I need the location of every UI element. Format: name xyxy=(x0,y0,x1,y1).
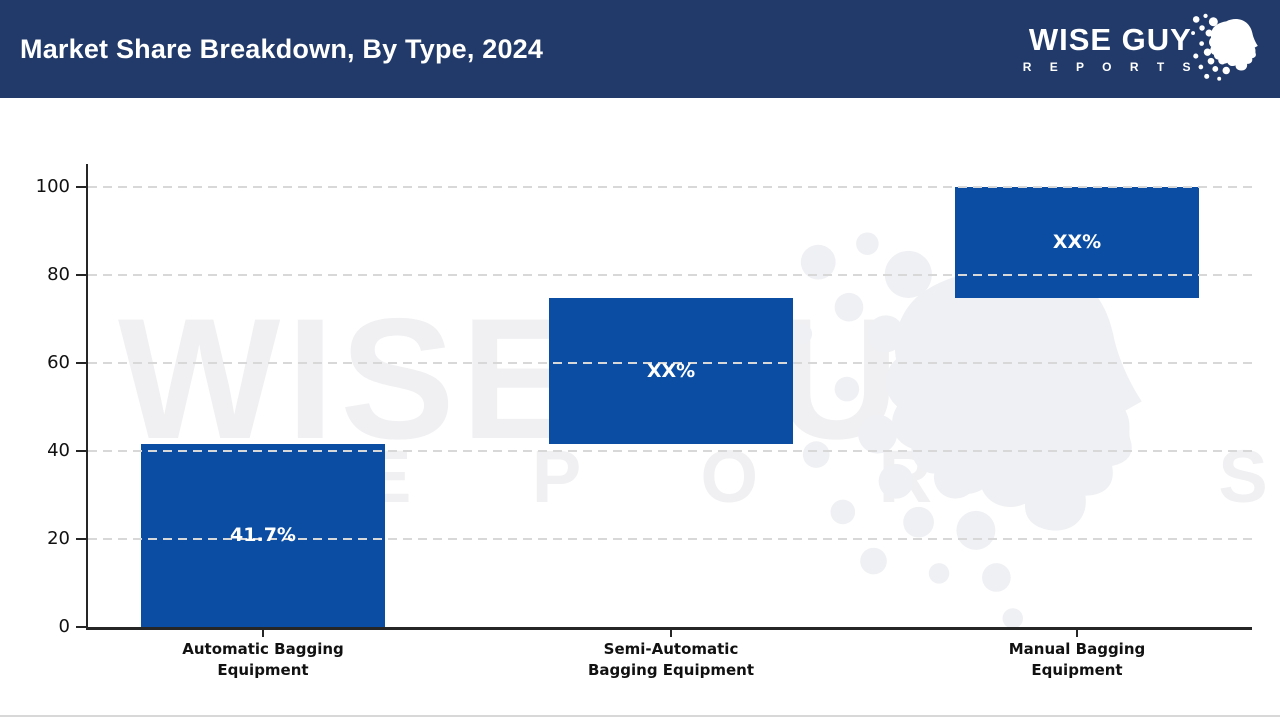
x-axis-label: Semi-Automatic Bagging Equipment xyxy=(587,640,755,679)
bar-value-label: XX% xyxy=(1052,231,1102,254)
grid-line xyxy=(88,186,1252,188)
x-axis-spine xyxy=(86,627,1252,630)
header: Market Share Breakdown, By Type, 2024 WI… xyxy=(0,0,1280,98)
wise-guy-logo: WISE GUY R E P O R T S xyxy=(1023,6,1266,92)
bar-segment xyxy=(549,297,793,444)
page-title: Market Share Breakdown, By Type, 2024 xyxy=(20,33,544,64)
y-tick xyxy=(76,626,86,628)
y-tick xyxy=(76,362,86,364)
grid-line xyxy=(88,450,1252,452)
x-axis-label: Automatic Bagging Equipment xyxy=(182,640,344,679)
y-tick xyxy=(76,450,86,452)
y-axis-spine xyxy=(86,164,88,630)
grid-line xyxy=(88,362,1252,364)
y-tick xyxy=(76,538,86,540)
bar-value-label: 41.7% xyxy=(230,524,296,547)
x-tick xyxy=(262,630,264,637)
y-axis-label: 100 xyxy=(35,176,70,197)
grid-line xyxy=(88,274,1252,276)
y-axis-label: 80 xyxy=(47,264,70,285)
y-axis-label: 0 xyxy=(58,616,70,637)
x-tick xyxy=(1076,630,1078,637)
x-tick xyxy=(670,630,672,637)
logo-head-profile-icon xyxy=(1191,13,1258,81)
y-tick xyxy=(76,274,86,276)
logo-subtitle: R E P O R T S xyxy=(1022,60,1198,74)
bar-segment xyxy=(141,443,385,627)
logo-text: WISE GUY R E P O R T S xyxy=(1023,24,1198,74)
bar-value-label: XX% xyxy=(646,359,696,382)
y-axis-label: 40 xyxy=(47,440,70,461)
y-tick xyxy=(76,186,86,188)
x-axis-label: Manual Bagging Equipment xyxy=(1008,640,1146,679)
y-axis-label: 20 xyxy=(47,528,70,549)
bottom-divider xyxy=(0,715,1280,717)
grid-line xyxy=(88,538,1252,540)
logo-wordmark: WISE GUY xyxy=(1028,22,1192,57)
y-axis-label: 60 xyxy=(47,352,70,373)
